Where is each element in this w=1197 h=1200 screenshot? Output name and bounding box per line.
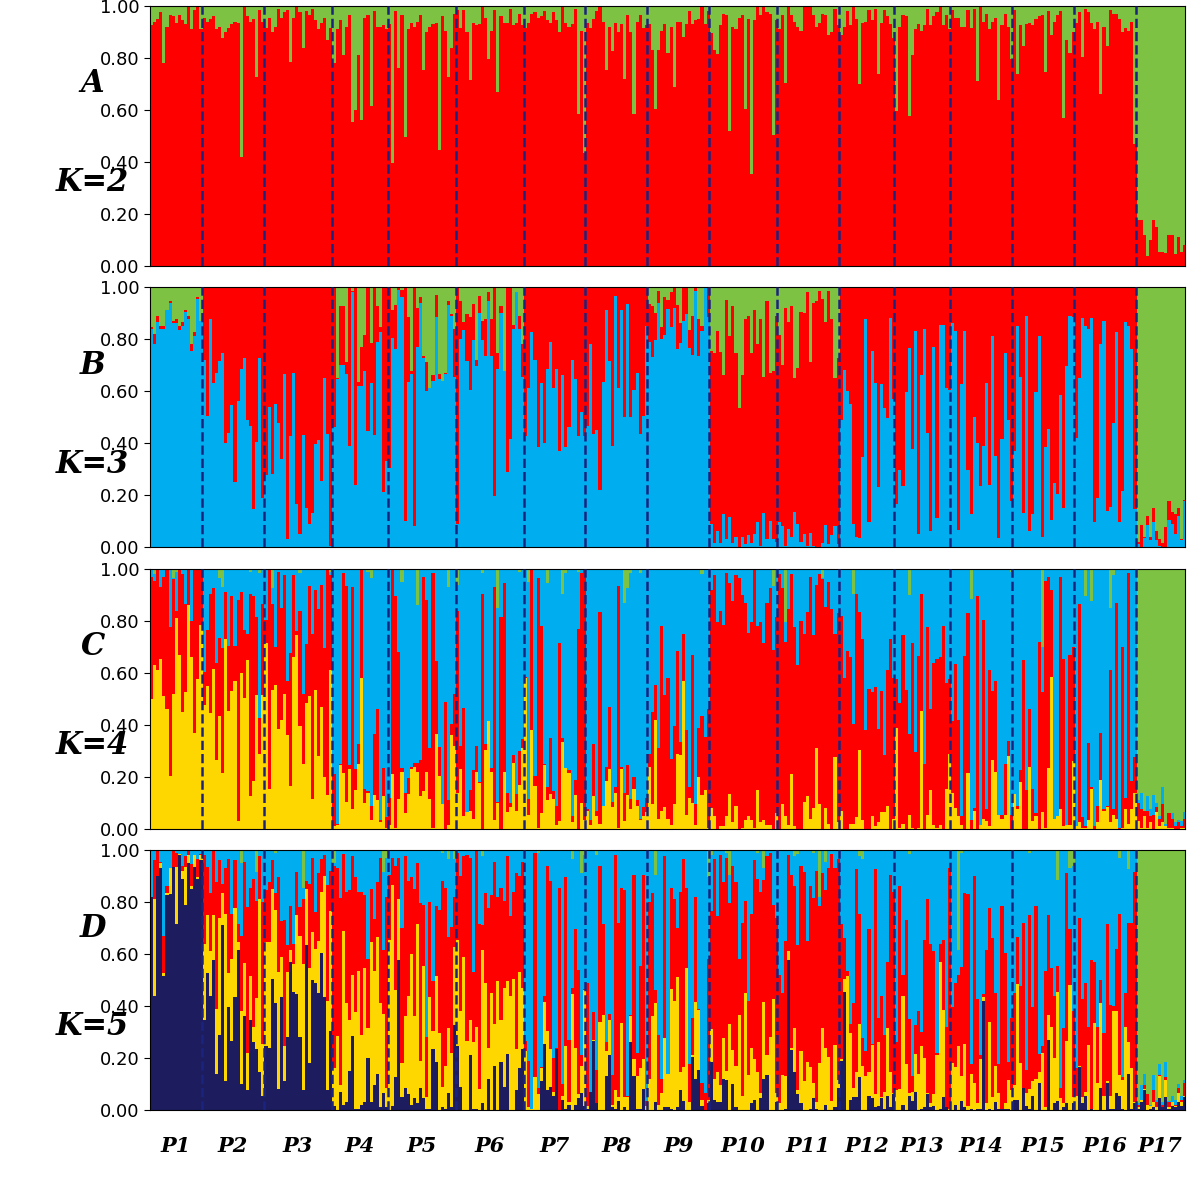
Text: P10: P10 (721, 1136, 765, 1156)
Text: P7: P7 (540, 1136, 570, 1156)
Text: P9: P9 (663, 1136, 693, 1156)
Text: P5: P5 (407, 1136, 437, 1156)
Text: P2: P2 (218, 1136, 248, 1156)
Text: P8: P8 (601, 1136, 632, 1156)
Text: K=2: K=2 (56, 167, 129, 198)
Text: P11: P11 (785, 1136, 831, 1156)
Text: P15: P15 (1021, 1136, 1065, 1156)
Text: P6: P6 (474, 1136, 505, 1156)
Text: P17: P17 (1138, 1136, 1183, 1156)
Text: K=5: K=5 (56, 1012, 129, 1043)
Text: A: A (81, 68, 104, 100)
Text: P1: P1 (160, 1136, 192, 1156)
Text: P16: P16 (1082, 1136, 1128, 1156)
Text: K=4: K=4 (56, 730, 129, 761)
Text: K=3: K=3 (56, 449, 129, 480)
Text: P12: P12 (844, 1136, 889, 1156)
Text: C: C (80, 631, 105, 662)
Text: P4: P4 (345, 1136, 375, 1156)
Text: D: D (79, 913, 105, 943)
Text: P14: P14 (959, 1136, 1003, 1156)
Text: P3: P3 (282, 1136, 314, 1156)
Text: P13: P13 (900, 1136, 944, 1156)
Text: B: B (80, 350, 105, 380)
